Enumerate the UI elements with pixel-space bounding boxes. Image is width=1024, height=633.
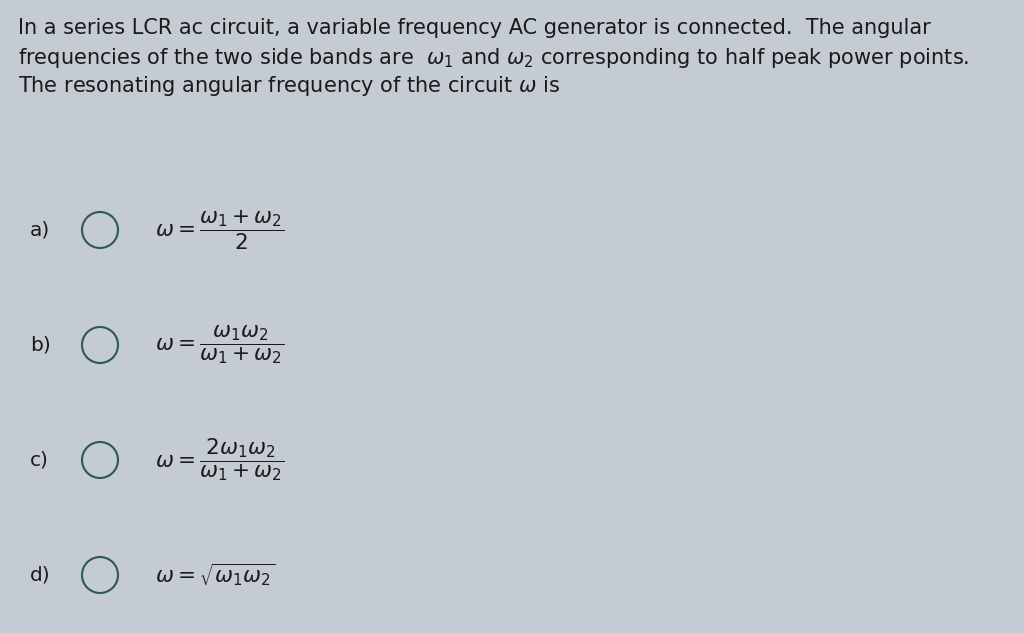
Text: In a series LCR ac circuit, a variable frequency AC generator is connected.  The: In a series LCR ac circuit, a variable f… xyxy=(18,18,931,38)
Text: frequencies of the two side bands are  $\omega_1$ and $\omega_2$ corresponding t: frequencies of the two side bands are $\… xyxy=(18,46,970,70)
Text: $\omega = \dfrac{\omega_1\omega_2}{\omega_1+\omega_2}$: $\omega = \dfrac{\omega_1\omega_2}{\omeg… xyxy=(155,323,284,367)
Text: The resonating angular frequency of the circuit $\omega$ is: The resonating angular frequency of the … xyxy=(18,74,560,98)
Text: a): a) xyxy=(30,220,50,239)
Text: d): d) xyxy=(30,565,50,584)
Text: $\omega = \dfrac{\omega_1+\omega_2}{2}$: $\omega = \dfrac{\omega_1+\omega_2}{2}$ xyxy=(155,208,284,252)
Text: $\omega = \dfrac{2\omega_1\omega_2}{\omega_1+\omega_2}$: $\omega = \dfrac{2\omega_1\omega_2}{\ome… xyxy=(155,437,284,484)
Text: b): b) xyxy=(30,335,51,354)
Text: c): c) xyxy=(30,451,49,470)
Text: $\omega = \sqrt{\omega_1\omega_2}$: $\omega = \sqrt{\omega_1\omega_2}$ xyxy=(155,561,275,588)
